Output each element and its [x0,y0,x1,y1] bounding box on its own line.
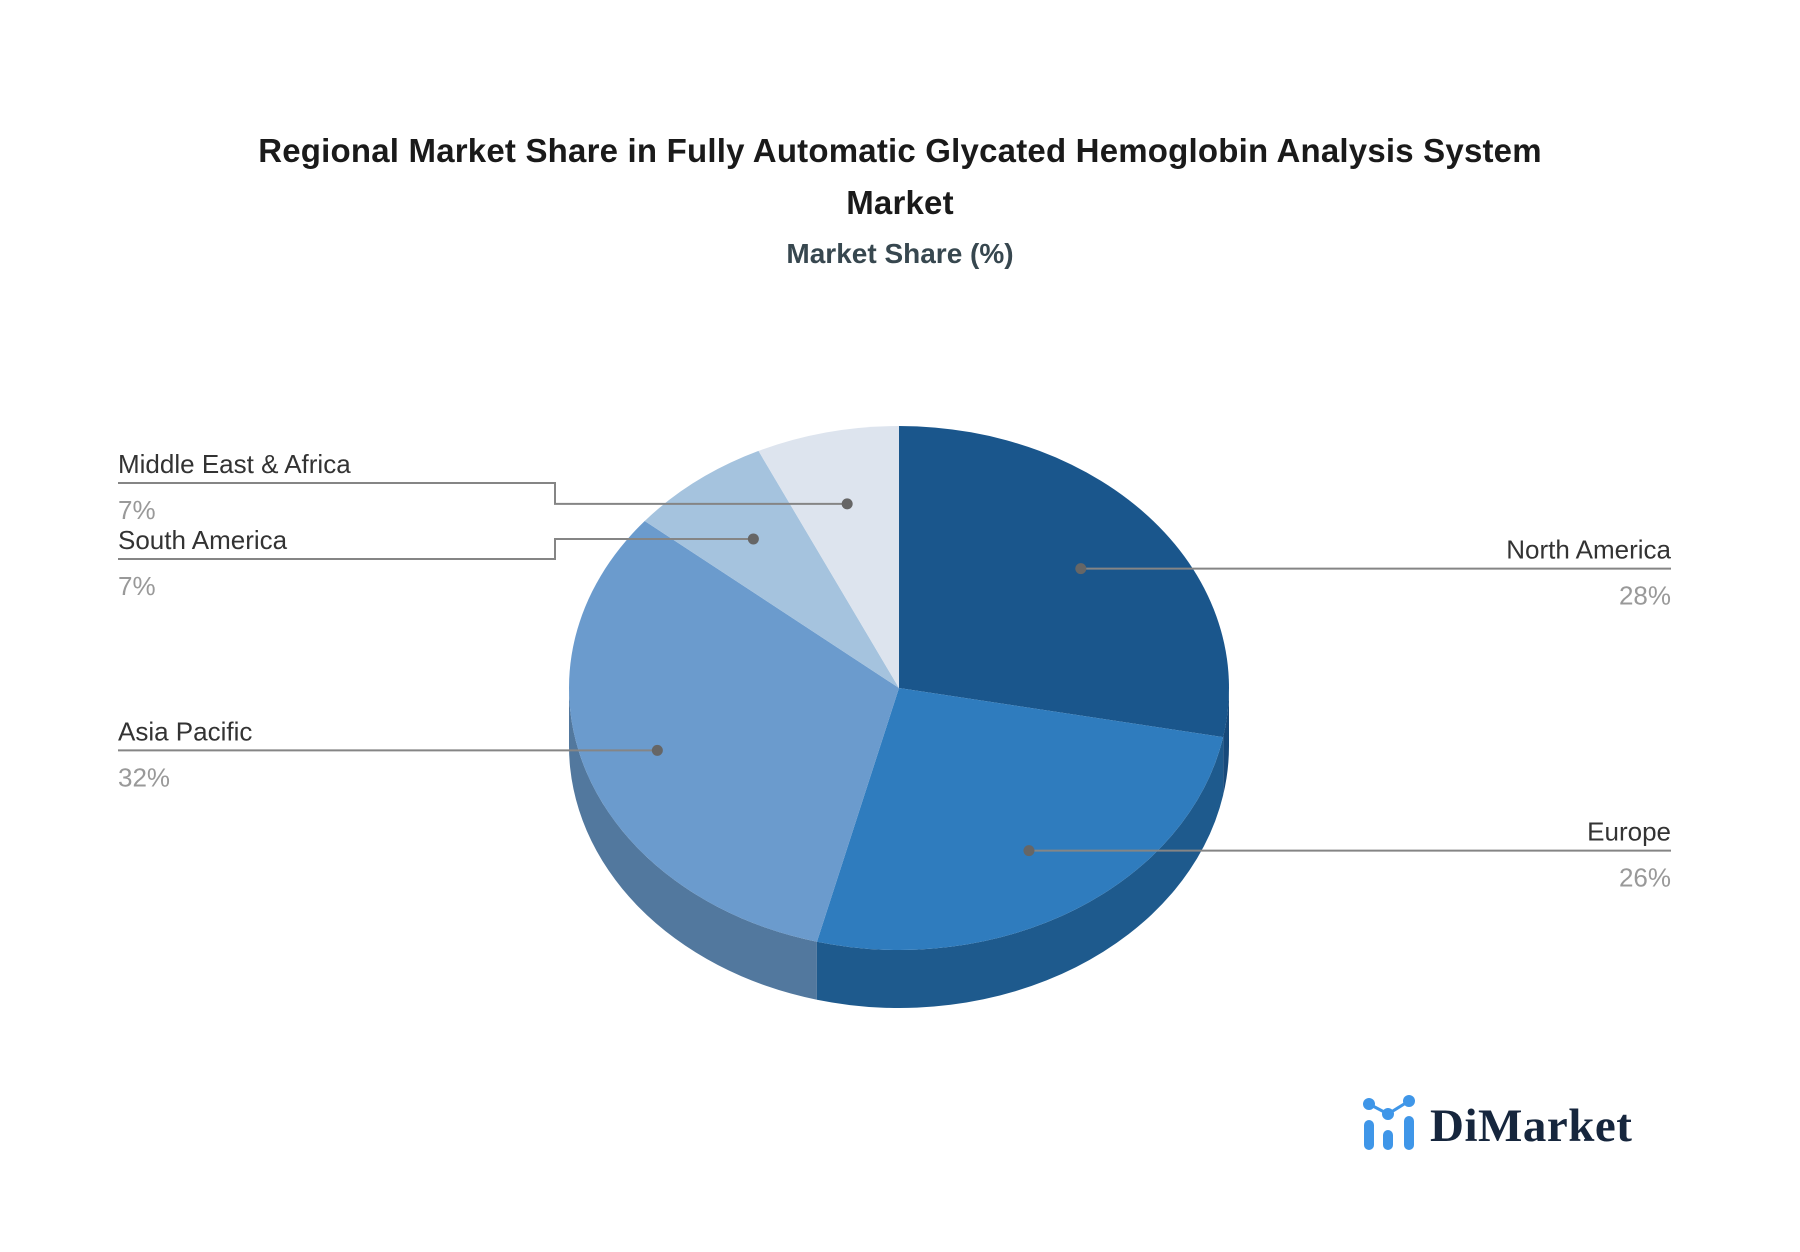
slice-label-middle-east-africa: Middle East & Africa [118,449,351,479]
pie-slice-north-america[interactable] [899,426,1229,738]
leader-dot-europe [1023,845,1035,857]
chart-title-line2: Market [846,184,954,221]
slice-label-asia-pacific: Asia Pacific [118,716,252,746]
pie-slice-europe[interactable] [816,688,1224,950]
pie-slice-south-america[interactable] [644,450,899,688]
slice-label-europe: Europe [1587,817,1671,847]
leader-dot-middle-east-africa [841,498,853,510]
slice-label-south-america: South America [118,525,288,555]
pie-slice-asia-pacific[interactable] [568,520,899,942]
leader-dot-south-america [747,533,759,545]
dimarket-logo: DiMarket [1362,1082,1632,1152]
chart-title: Regional Market Share in Fully Automatic… [0,125,1800,229]
leader-line-south-america [118,537,754,560]
pie-slice-side-asia-pacific [569,688,817,1000]
leader-dot-asia-pacific [651,744,663,756]
leader-dot-north-america [1075,563,1087,575]
pie-slice-side-europe [816,737,1224,1009]
chart-title-line1: Regional Market Share in Fully Automatic… [258,132,1542,169]
leader-line-middle-east-africa [118,482,848,505]
logo-text: DiMarket [1430,1100,1633,1152]
pie-slice-middle-east-africa[interactable] [758,426,899,688]
slice-value-middle-east-africa: 7% [118,495,156,525]
chart-subtitle: Market Share (%) [786,238,1014,269]
slice-value-north-america: 28% [1619,581,1671,611]
pie-slice-side-north-america [1223,688,1229,796]
slice-label-north-america: North America [1506,535,1671,565]
slice-value-south-america: 7% [118,571,156,601]
bar-line-chart-icon [1363,1095,1415,1150]
slice-value-europe: 26% [1619,863,1671,893]
slice-value-asia-pacific: 32% [118,762,170,792]
